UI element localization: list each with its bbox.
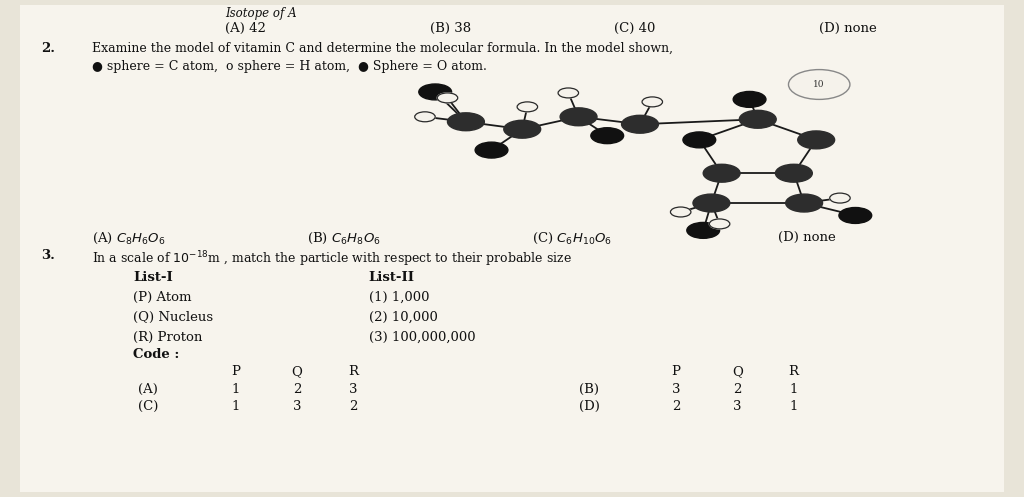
Circle shape xyxy=(683,132,716,148)
Text: 3: 3 xyxy=(293,400,301,413)
Text: (D) none: (D) none xyxy=(819,22,877,35)
Text: (P) Atom: (P) Atom xyxy=(133,291,191,304)
Text: (R) Proton: (R) Proton xyxy=(133,331,203,343)
Text: 2: 2 xyxy=(672,400,680,413)
Circle shape xyxy=(829,193,850,203)
Text: 1: 1 xyxy=(231,383,240,396)
Circle shape xyxy=(475,142,508,158)
Text: 3: 3 xyxy=(733,400,741,413)
Text: R: R xyxy=(788,365,799,378)
Text: Code :: Code : xyxy=(133,348,179,361)
Text: (B) 38: (B) 38 xyxy=(430,22,471,35)
Circle shape xyxy=(517,102,538,112)
Text: In a scale of $10^{-18}$m , match the particle with respect to their probable si: In a scale of $10^{-18}$m , match the pa… xyxy=(92,249,572,269)
Circle shape xyxy=(558,88,579,98)
Text: Examine the model of vitamin C and determine the molecular formula. In the model: Examine the model of vitamin C and deter… xyxy=(92,42,673,55)
Text: 2: 2 xyxy=(733,383,741,396)
Text: (B) $C_6H_8O_6$: (B) $C_6H_8O_6$ xyxy=(307,231,381,247)
Text: (Q) Nucleus: (Q) Nucleus xyxy=(133,311,213,324)
Text: 3.: 3. xyxy=(41,249,55,262)
Circle shape xyxy=(504,120,541,138)
Text: Isotope of A: Isotope of A xyxy=(225,7,297,20)
Text: 2.: 2. xyxy=(41,42,55,55)
Circle shape xyxy=(703,165,740,182)
Circle shape xyxy=(447,113,484,131)
Text: P: P xyxy=(672,365,680,378)
Circle shape xyxy=(622,115,658,133)
Text: Q: Q xyxy=(292,365,302,378)
Text: (C) $C_6H_{10}O_6$: (C) $C_6H_{10}O_6$ xyxy=(532,231,612,247)
Text: Q: Q xyxy=(732,365,742,378)
Circle shape xyxy=(785,194,822,212)
Text: 1: 1 xyxy=(790,400,798,413)
Circle shape xyxy=(839,208,871,224)
Text: 2: 2 xyxy=(349,400,357,413)
Circle shape xyxy=(798,131,835,149)
Circle shape xyxy=(642,97,663,107)
Circle shape xyxy=(560,108,597,126)
Circle shape xyxy=(733,91,766,107)
Text: (A) $C_8H_6O_6$: (A) $C_8H_6O_6$ xyxy=(92,231,166,247)
Text: (B): (B) xyxy=(579,383,599,396)
Circle shape xyxy=(591,128,624,144)
Text: (C) 40: (C) 40 xyxy=(614,22,655,35)
Text: 3: 3 xyxy=(349,383,357,396)
Text: (1) 1,000: (1) 1,000 xyxy=(369,291,429,304)
Circle shape xyxy=(437,93,458,103)
Circle shape xyxy=(739,110,776,128)
Text: ● sphere = C atom,  o sphere = H atom,  ● Sphere = O atom.: ● sphere = C atom, o sphere = H atom, ● … xyxy=(92,60,487,73)
Circle shape xyxy=(419,84,452,100)
Circle shape xyxy=(788,70,850,99)
Text: 3: 3 xyxy=(672,383,680,396)
Text: (D) none: (D) none xyxy=(778,231,836,244)
Text: List-II: List-II xyxy=(369,271,415,284)
Text: (3) 100,000,000: (3) 100,000,000 xyxy=(369,331,475,343)
Circle shape xyxy=(710,219,730,229)
Circle shape xyxy=(693,194,730,212)
Circle shape xyxy=(415,112,435,122)
FancyBboxPatch shape xyxy=(20,5,1004,492)
Text: 1: 1 xyxy=(790,383,798,396)
Text: (A) 42: (A) 42 xyxy=(225,22,266,35)
Text: List-I: List-I xyxy=(133,271,173,284)
Circle shape xyxy=(687,223,720,239)
Circle shape xyxy=(775,165,812,182)
Text: (C): (C) xyxy=(138,400,159,413)
Text: (D): (D) xyxy=(579,400,599,413)
Circle shape xyxy=(671,207,691,217)
Text: 2: 2 xyxy=(293,383,301,396)
Text: (A): (A) xyxy=(138,383,158,396)
Text: R: R xyxy=(348,365,358,378)
Text: 1: 1 xyxy=(231,400,240,413)
Text: (2) 10,000: (2) 10,000 xyxy=(369,311,437,324)
Text: 10: 10 xyxy=(813,80,825,89)
Text: P: P xyxy=(231,365,240,378)
